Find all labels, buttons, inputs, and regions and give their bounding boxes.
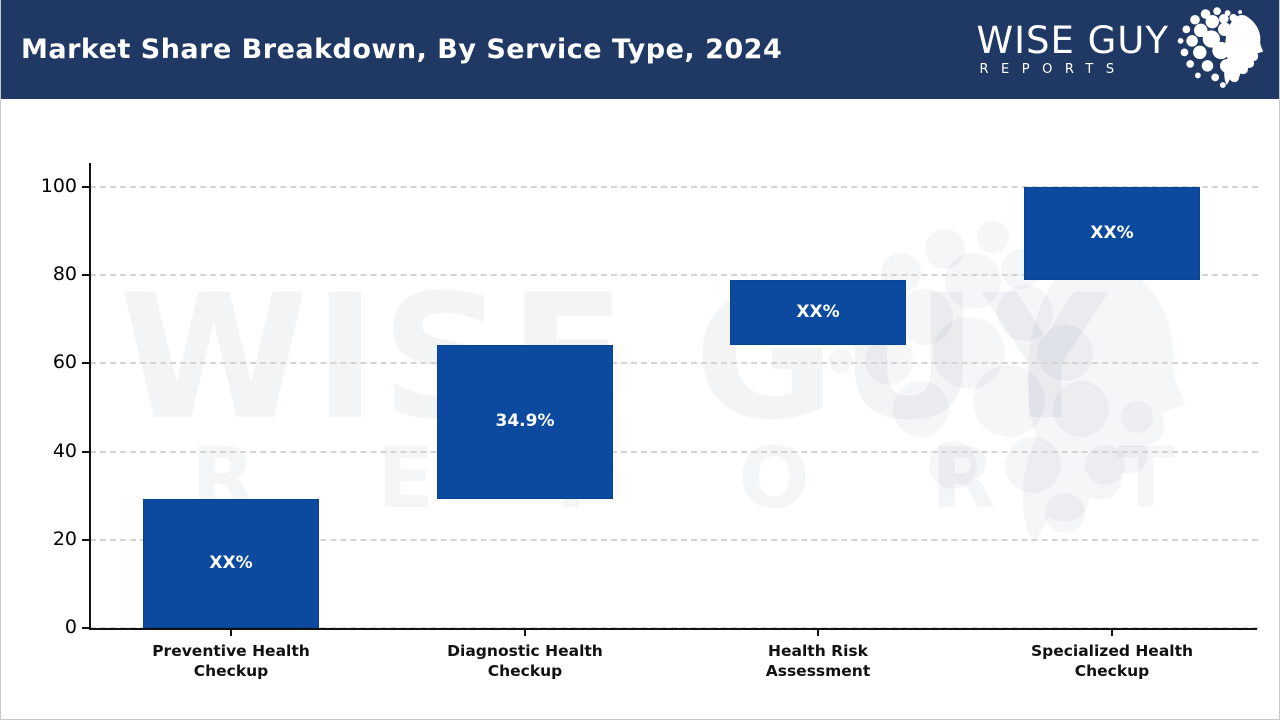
gridline: [90, 362, 1258, 365]
x-category-label: Preventive Health Checkup: [152, 642, 310, 680]
bar-value-label: 34.9%: [495, 410, 555, 431]
y-axis-tick-label: 80: [52, 263, 77, 286]
x-category-label: Health Risk Assessment: [765, 642, 871, 680]
bar-segment: [437, 344, 613, 499]
gridline: [90, 274, 1258, 277]
logo-wordmark: WISE GUY: [976, 18, 1169, 62]
bar-value-label: XX%: [1090, 223, 1134, 243]
x-axis-tick: [817, 630, 819, 636]
x-axis-tick: [524, 630, 526, 636]
logo-subtitle: REPORTS: [979, 61, 1127, 77]
y-axis-tick: [82, 274, 89, 277]
bar-value-label: XX%: [796, 302, 840, 323]
y-axis-tick-label: 100: [40, 175, 77, 197]
y-axis-tick: [82, 538, 89, 541]
y-axis-line: [89, 163, 91, 630]
gridline: [90, 186, 1258, 188]
y-axis-tick: [82, 186, 89, 188]
bar-value-label: XX%: [209, 552, 253, 573]
x-axis-tick: [1111, 630, 1113, 636]
bar-segment: [730, 280, 906, 345]
chart-title: Market Share Breakdown, By Service Type,…: [21, 34, 783, 65]
bar-segment: [143, 498, 319, 628]
logo-head-icon: [1177, 6, 1264, 88]
chart-area: WISE GUY R E P O R T S 020406080100XX%Pr…: [1, 99, 1279, 719]
y-axis-tick: [82, 362, 89, 365]
y-axis-tick-label: 20: [52, 527, 77, 550]
x-axis-line: [89, 628, 1257, 630]
x-category-label: Diagnostic Health Checkup: [447, 642, 603, 680]
y-axis-tick: [82, 627, 89, 629]
wiseguy-logo: WISE GUY REPORTS: [977, 4, 1267, 96]
x-category-label: Specialized Health Checkup: [1030, 642, 1194, 680]
y-axis-tick-label: 40: [52, 439, 77, 462]
y-axis-tick-label: 60: [52, 351, 77, 374]
y-axis-tick: [82, 450, 89, 453]
plot-area: 0 20 40 60 80 100 XX% Preventive Health Checkup 3…: [1, 99, 1279, 719]
header: Market Share Breakdown, By Service Type,…: [1, 0, 1279, 99]
bar-segment: [1024, 187, 1200, 281]
y-axis-tick-label: 0: [64, 616, 77, 638]
gridline: [90, 450, 1258, 453]
x-axis-tick: [230, 630, 232, 636]
gridline: [90, 538, 1258, 541]
logo-text: WISE GUY REPORTS: [976, 18, 1169, 77]
